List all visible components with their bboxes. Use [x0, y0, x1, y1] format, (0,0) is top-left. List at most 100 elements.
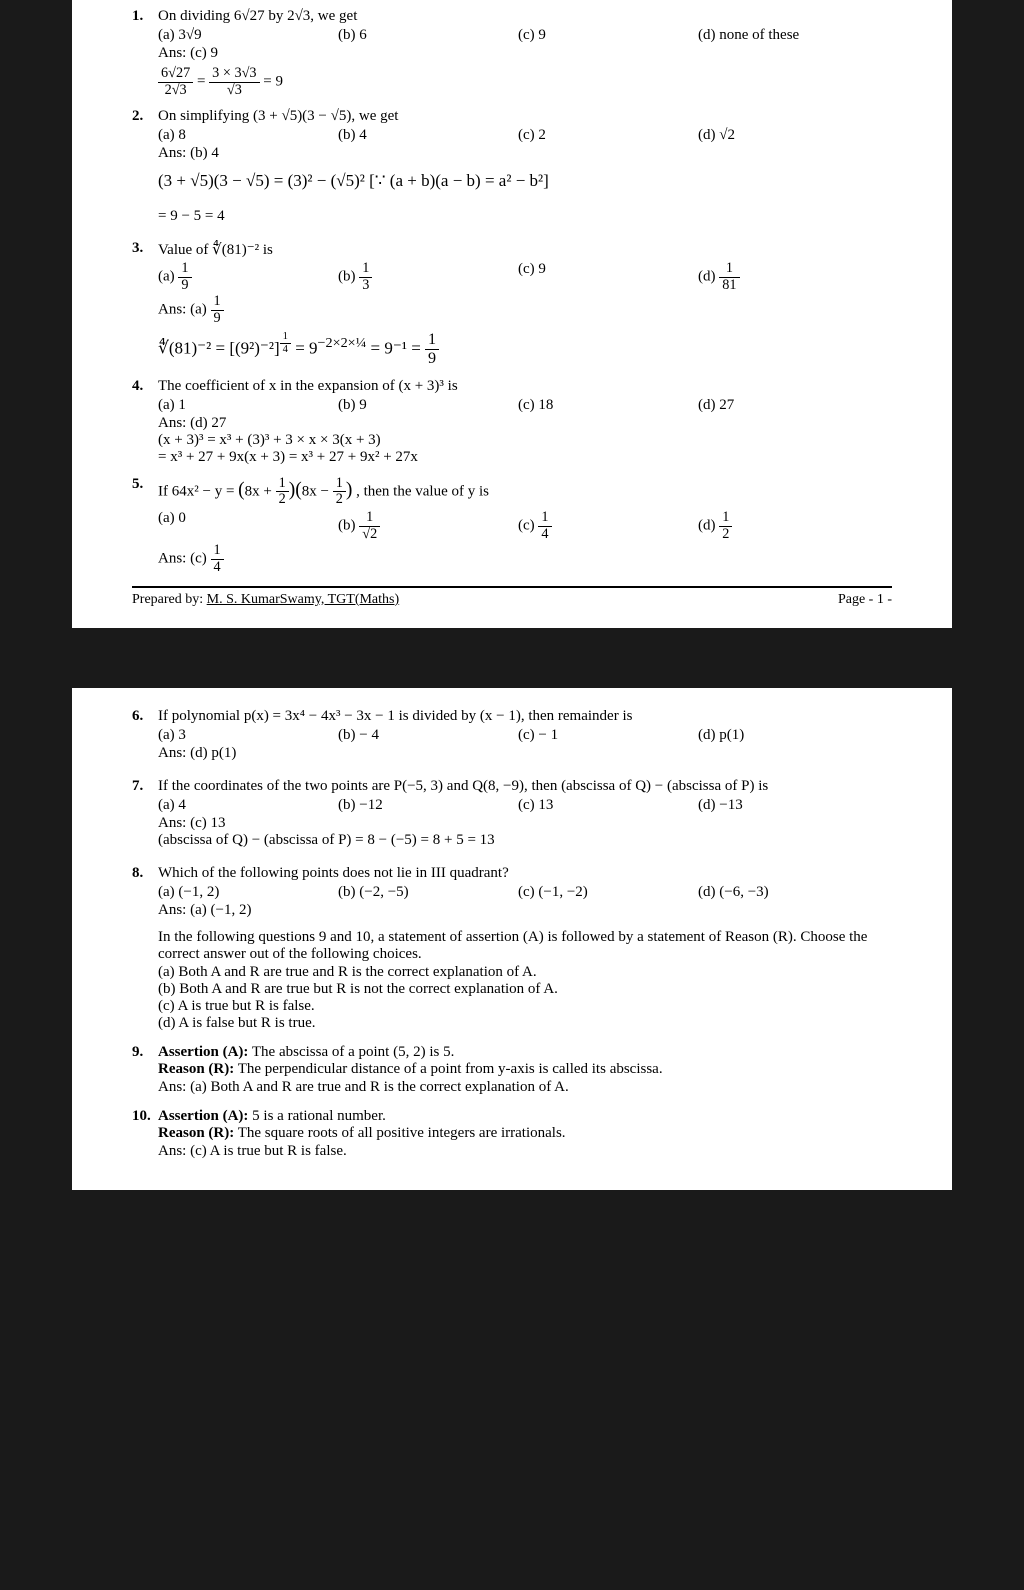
option-d: (d) (−6, −3) — [698, 884, 838, 901]
separator — [132, 586, 892, 588]
options: (a) 3√9 (b) 6 (c) 9 (d) none of these — [158, 27, 892, 44]
question-number: 4. — [132, 378, 143, 395]
question-3: 3. Value of ∜(81)⁻² is (a) 19 (b) 13 (c)… — [132, 240, 892, 368]
option-c: (c) 9 — [518, 261, 658, 293]
option-c: (c) 13 — [518, 797, 658, 814]
answer: Ans: (a) 19 — [158, 294, 892, 326]
working-line-2: = 9 − 5 = 4 — [158, 203, 892, 230]
question-8: 8. Which of the following points does no… — [132, 865, 892, 919]
instruction-c: (c) A is true but R is false. — [158, 998, 892, 1015]
answer: Ans: (d) p(1) — [158, 745, 892, 762]
question-text: If the coordinates of the two points are… — [158, 778, 892, 795]
assertion: Assertion (A): The abscissa of a point (… — [158, 1044, 892, 1061]
option-c: (c) 14 — [518, 510, 658, 542]
working-line-1: (3 + √5)(3 − √5) = (3)² − (√5)² [∵ (a + … — [158, 166, 892, 197]
question-1: 1. On dividing 6√27 by 2√3, we get (a) 3… — [132, 8, 892, 98]
answer: Ans: (d) 27 — [158, 415, 892, 432]
options: (a) 4 (b) −12 (c) 13 (d) −13 — [158, 797, 892, 814]
option-a: (a) (−1, 2) — [158, 884, 298, 901]
reason: Reason (R): The perpendicular distance o… — [158, 1061, 892, 1078]
option-c: (c) 2 — [518, 127, 658, 144]
question-list: 6. If polynomial p(x) = 3x⁴ − 4x³ − 3x −… — [132, 708, 892, 919]
question-text: The coefficient of x in the expansion of… — [158, 378, 892, 395]
option-d: (d) p(1) — [698, 727, 838, 744]
options: (a) 3 (b) − 4 (c) − 1 (d) p(1) — [158, 727, 892, 744]
option-a: (a) 19 — [158, 261, 298, 293]
option-c: (c) 9 — [518, 27, 658, 44]
question-number: 7. — [132, 778, 143, 795]
option-a: (a) 1 — [158, 397, 298, 414]
author-link[interactable]: M. S. KumarSwamy, TGT(Maths) — [207, 592, 400, 607]
option-b: (b) 6 — [338, 27, 478, 44]
question-number: 2. — [132, 108, 143, 125]
question-text: If 64x² − y = ((8x + 8x + 12)(8x − 12) ,… — [158, 476, 892, 508]
working-line-2: = x³ + 27 + 9x(x + 3) = x³ + 27 + 9x² + … — [158, 449, 892, 466]
page-number: Page - 1 - — [838, 592, 892, 608]
page-2: 6. If polynomial p(x) = 3x⁴ − 4x³ − 3x −… — [72, 688, 952, 1190]
answer: Ans: (a) (−1, 2) — [158, 902, 892, 919]
options: (a) 0 (b) 1√2 (c) 14 (d) 12 — [158, 510, 892, 542]
option-b: (b) (−2, −5) — [338, 884, 478, 901]
answer: Ans: (c) 13 — [158, 815, 892, 832]
question-list: 1. On dividing 6√27 by 2√3, we get (a) 3… — [132, 8, 892, 576]
answer: Ans: (b) 4 — [158, 145, 892, 162]
question-10: 10. Assertion (A): 5 is a rational numbe… — [132, 1108, 892, 1160]
prepared-by: Prepared by: M. S. KumarSwamy, TGT(Maths… — [132, 592, 399, 608]
option-a: (a) 3√9 — [158, 27, 298, 44]
question-4: 4. The coefficient of x in the expansion… — [132, 378, 892, 466]
question-number: 5. — [132, 476, 143, 493]
option-a: (a) 0 — [158, 510, 298, 542]
question-text: If polynomial p(x) = 3x⁴ − 4x³ − 3x − 1 … — [158, 708, 892, 725]
instruction-d: (d) A is false but R is true. — [158, 1015, 892, 1032]
assertion-reason-instructions: In the following questions 9 and 10, a s… — [158, 929, 892, 1032]
answer: Ans: (c) A is true but R is false. — [158, 1143, 892, 1160]
option-d: (d) 12 — [698, 510, 838, 542]
option-d: (d) 27 — [698, 397, 838, 414]
question-number: 3. — [132, 240, 143, 257]
question-text: On simplifying (3 + √5)(3 − √5), we get — [158, 108, 892, 125]
option-d: (d) none of these — [698, 27, 838, 44]
working: 6√272√3 = 3 × 3√3√3 = 9 — [158, 66, 892, 98]
option-b: (b) 4 — [338, 127, 478, 144]
options: (a) (−1, 2) (b) (−2, −5) (c) (−1, −2) (d… — [158, 884, 892, 901]
option-c: (c) − 1 — [518, 727, 658, 744]
question-6: 6. If polynomial p(x) = 3x⁴ − 4x³ − 3x −… — [132, 708, 892, 762]
answer: Ans: (c) 14 — [158, 543, 892, 575]
page-1: 1. On dividing 6√27 by 2√3, we get (a) 3… — [72, 0, 952, 628]
question-text: Value of ∜(81)⁻² is — [158, 240, 892, 259]
question-list: 9. Assertion (A): The abscissa of a poin… — [132, 1044, 892, 1160]
question-2: 2. On simplifying (3 + √5)(3 − √5), we g… — [132, 108, 892, 230]
question-5: 5. If 64x² − y = ((8x + 8x + 12)(8x − 12… — [132, 476, 892, 576]
option-a: (a) 8 — [158, 127, 298, 144]
answer: Ans: (c) 9 — [158, 45, 892, 62]
option-b: (b) −12 — [338, 797, 478, 814]
page-footer: Prepared by: M. S. KumarSwamy, TGT(Maths… — [132, 592, 892, 608]
option-b: (b) − 4 — [338, 727, 478, 744]
instruction-a: (a) Both A and R are true and R is the c… — [158, 964, 892, 981]
fraction: 6√272√3 — [158, 66, 193, 98]
option-b: (b) 1√2 — [338, 510, 478, 542]
option-c: (c) 18 — [518, 397, 658, 414]
question-number: 1. — [132, 8, 143, 25]
answer: Ans: (a) Both A and R are true and R is … — [158, 1079, 892, 1096]
option-b: (b) 9 — [338, 397, 478, 414]
question-number: 6. — [132, 708, 143, 725]
option-d: (d) 181 — [698, 261, 838, 293]
option-d: (d) −13 — [698, 797, 838, 814]
working-line-1: (x + 3)³ = x³ + (3)³ + 3 × x × 3(x + 3) — [158, 432, 892, 449]
assertion: Assertion (A): 5 is a rational number. — [158, 1108, 892, 1125]
option-c: (c) (−1, −2) — [518, 884, 658, 901]
reason: Reason (R): The square roots of all posi… — [158, 1125, 892, 1142]
fraction: 3 × 3√3√3 — [209, 66, 259, 98]
question-9: 9. Assertion (A): The abscissa of a poin… — [132, 1044, 892, 1096]
options: (a) 8 (b) 4 (c) 2 (d) √2 — [158, 127, 892, 144]
instruction-b: (b) Both A and R are true but R is not t… — [158, 981, 892, 998]
options: (a) 1 (b) 9 (c) 18 (d) 27 — [158, 397, 892, 414]
question-7: 7. If the coordinates of the two points … — [132, 778, 892, 849]
question-number: 9. — [132, 1044, 143, 1061]
options: (a) 19 (b) 13 (c) 9 (d) 181 — [158, 261, 892, 293]
question-number: 8. — [132, 865, 143, 882]
question-text: On dividing 6√27 by 2√3, we get — [158, 8, 892, 25]
question-number: 10. — [132, 1108, 151, 1125]
option-b: (b) 13 — [338, 261, 478, 293]
